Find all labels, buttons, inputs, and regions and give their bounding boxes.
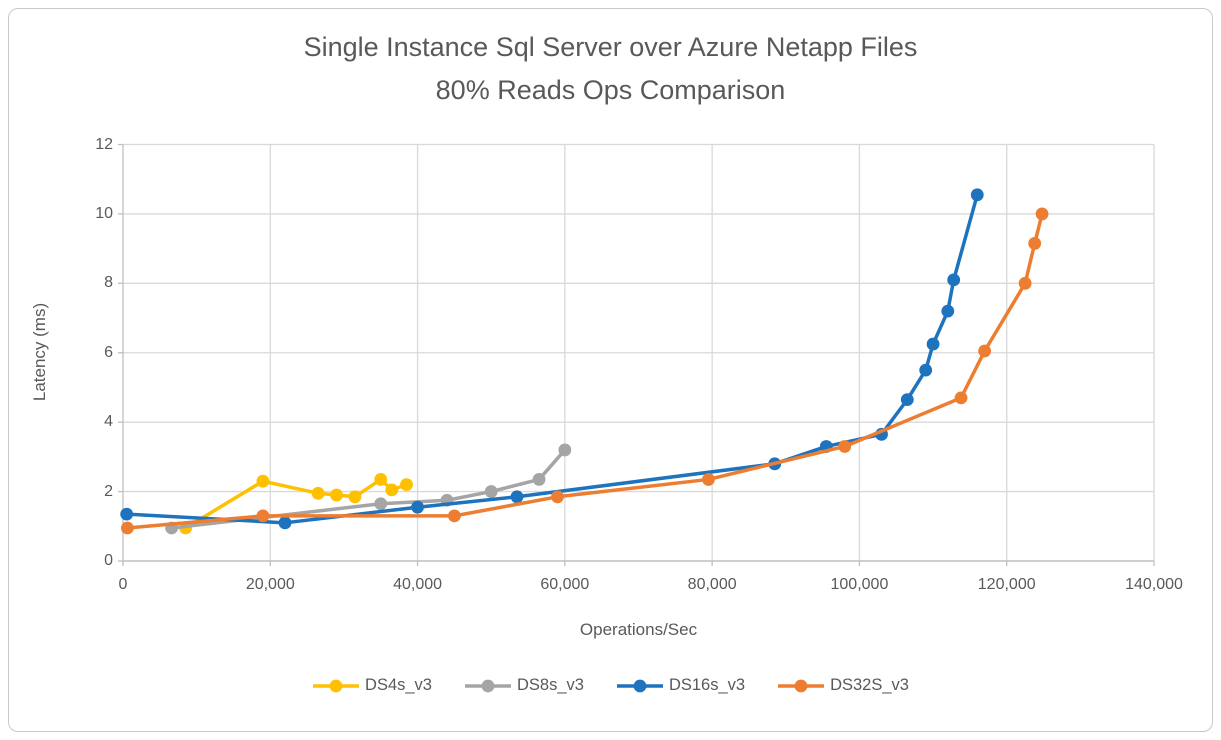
- legend-marker-icon: [313, 679, 360, 692]
- data-point-DS32S_v3: [551, 490, 564, 504]
- data-point-DS4s_v3: [385, 483, 399, 497]
- x-tick-label: 140,000: [1125, 576, 1183, 593]
- data-point-DS32S_v3: [702, 473, 715, 486]
- legend-label: DS8s_v3: [516, 676, 584, 694]
- data-point-DS32S_v3: [447, 509, 461, 523]
- legend-marker-icon: [616, 679, 663, 692]
- data-point-DS16s_v3: [941, 304, 955, 318]
- legend-marker-icon: [464, 679, 511, 692]
- data-point-DS16s_v3: [900, 393, 914, 407]
- chart-frame: [8, 8, 1213, 732]
- data-point-DS16s_v3: [120, 507, 134, 521]
- chart-legend: DS4s_v3 DS8s_v3 DS16s_v3 DS32S_v3: [0, 676, 1221, 695]
- data-point-DS4s_v3: [400, 478, 413, 492]
- series-line-DS16s_v3: [124, 193, 980, 525]
- x-tick-label: 20,000: [245, 576, 295, 593]
- data-point-DS8s_v3: [532, 473, 546, 486]
- data-point-DS32S_v3: [954, 391, 968, 405]
- data-point-DS32S_v3: [121, 521, 134, 535]
- data-point-DS8s_v3: [484, 485, 498, 498]
- data-point-DS4s_v3: [330, 488, 343, 502]
- chart-title-line-1: Single Instance Sql Server over Azure Ne…: [303, 32, 918, 62]
- y-tick-label: 12: [95, 135, 113, 153]
- data-point-DS4s_v3: [311, 486, 325, 500]
- chart-title: Single Instance Sql Server over Azure Ne…: [0, 26, 1221, 112]
- y-tick-label: 2: [104, 482, 113, 500]
- x-tick-label: 40,000: [393, 576, 443, 593]
- data-point-DS4s_v3: [374, 473, 388, 486]
- data-point-DS4s_v3: [256, 474, 270, 488]
- chart-title-line-2: 80% Reads Ops Comparison: [435, 75, 786, 105]
- legend-label: DS32S_v3: [830, 676, 909, 694]
- legend-item-DS8s_v3: DS8s_v3: [464, 676, 584, 695]
- data-point-DS32S_v3: [838, 440, 852, 453]
- x-tick-label: 80,000: [687, 576, 737, 593]
- y-tick-label: 0: [104, 552, 113, 569]
- legend-label: DS16s_v3: [668, 676, 746, 694]
- data-point-DS32S_v3: [1018, 276, 1032, 290]
- data-point-DS16s_v3: [926, 337, 940, 351]
- y-tick-label: 8: [104, 274, 113, 292]
- data-point-DS32S_v3: [978, 344, 992, 358]
- legend-marker-icon: [778, 679, 825, 692]
- series-line-DS8s_v3: [169, 448, 567, 530]
- y-tick-label: 10: [95, 204, 113, 222]
- legend-item-DS4s_v3: DS4s_v3: [312, 676, 432, 695]
- data-point-DS32S_v3: [256, 509, 270, 523]
- legend-label: DS4s_v3: [365, 676, 432, 694]
- legend-item-DS16s_v3: DS16s_v3: [616, 676, 745, 695]
- data-point-DS16s_v3: [510, 490, 524, 504]
- x-tick-label: 100,000: [830, 576, 889, 593]
- data-point-DS16s_v3: [970, 188, 984, 202]
- y-tick-label: 4: [104, 413, 113, 431]
- data-point-DS16s_v3: [947, 273, 961, 287]
- x-axis-title: Operations/Sec: [579, 620, 698, 639]
- data-point-DS32S_v3: [1028, 237, 1042, 250]
- data-point-DS16s_v3: [411, 500, 424, 514]
- data-point-DS4s_v3: [348, 490, 362, 504]
- data-point-DS32S_v3: [1035, 207, 1049, 221]
- x-tick-label: 120,000: [977, 576, 1036, 593]
- x-tick-label: 0: [118, 576, 128, 593]
- legend-item-DS32S_v3: DS32S_v3: [777, 676, 909, 695]
- data-point-DS16s_v3: [278, 516, 292, 530]
- data-point-DS8s_v3: [374, 497, 388, 511]
- data-point-DS8s_v3: [558, 443, 572, 457]
- data-point-DS16s_v3: [919, 363, 933, 377]
- y-tick-label: 6: [104, 343, 113, 361]
- x-tick-label: 60,000: [540, 576, 590, 593]
